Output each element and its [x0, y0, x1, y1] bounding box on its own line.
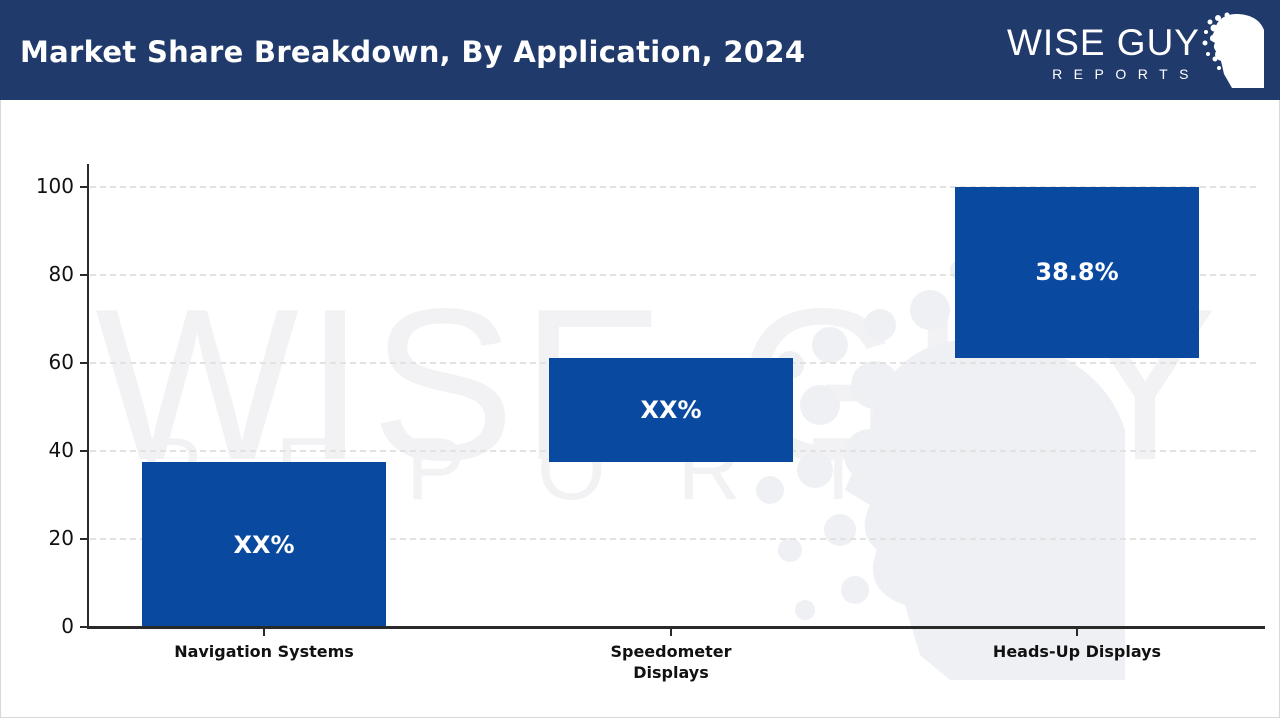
watermark-head-icon: [756, 241, 1125, 680]
x-tick-label: Heads-Up Displays: [992, 642, 1162, 661]
logo-head-icon: [1202, 12, 1264, 88]
y-tick-mark: [80, 626, 87, 628]
y-tick-label: 0: [61, 614, 74, 638]
page-title: Market Share Breakdown, By Application, …: [20, 35, 806, 69]
y-tick-mark: [80, 538, 87, 540]
x-tick-mark: [263, 629, 265, 636]
bar-1: [142, 462, 386, 627]
y-axis-spine: [87, 164, 89, 629]
y-tick-label: 20: [48, 526, 74, 550]
chart-area: WISE GUY REPORTS 020406080100XX%Navigati…: [0, 100, 1280, 720]
y-tick-label: 80: [48, 262, 74, 286]
header-bar: Market Share Breakdown, By Application, …: [0, 0, 1280, 100]
logo-subtitle: REPORTS: [1052, 66, 1200, 82]
bar-3: [955, 187, 1199, 358]
gridline: [90, 186, 1256, 188]
y-tick-mark: [80, 362, 87, 364]
y-tick-label: 100: [35, 174, 74, 198]
gridline: [90, 538, 1256, 540]
bar-2: [549, 357, 793, 463]
y-tick-mark: [80, 450, 87, 452]
bar-value-label: XX%: [233, 530, 295, 559]
x-tick-label: Navigation Systems: [174, 642, 354, 661]
x-axis-spine: [87, 626, 1265, 629]
x-tick-mark: [1076, 629, 1078, 636]
logo-wordmark: WISE GUY: [1006, 22, 1200, 63]
x-tick-mark: [670, 629, 672, 636]
bar-value-label: XX%: [640, 396, 702, 425]
logo-text: WISE GUY REPORTS: [1007, 22, 1200, 82]
gridline: [90, 274, 1256, 276]
x-tick-label: Speedometer Displays: [610, 642, 732, 682]
y-tick-mark: [80, 274, 87, 276]
bar-value-label: 38.8%: [1035, 258, 1119, 287]
y-tick-label: 60: [48, 350, 74, 374]
wise-guy-logo: WISE GUY REPORTS: [998, 8, 1264, 92]
y-tick-label: 40: [48, 438, 74, 462]
y-tick-mark: [80, 186, 87, 188]
